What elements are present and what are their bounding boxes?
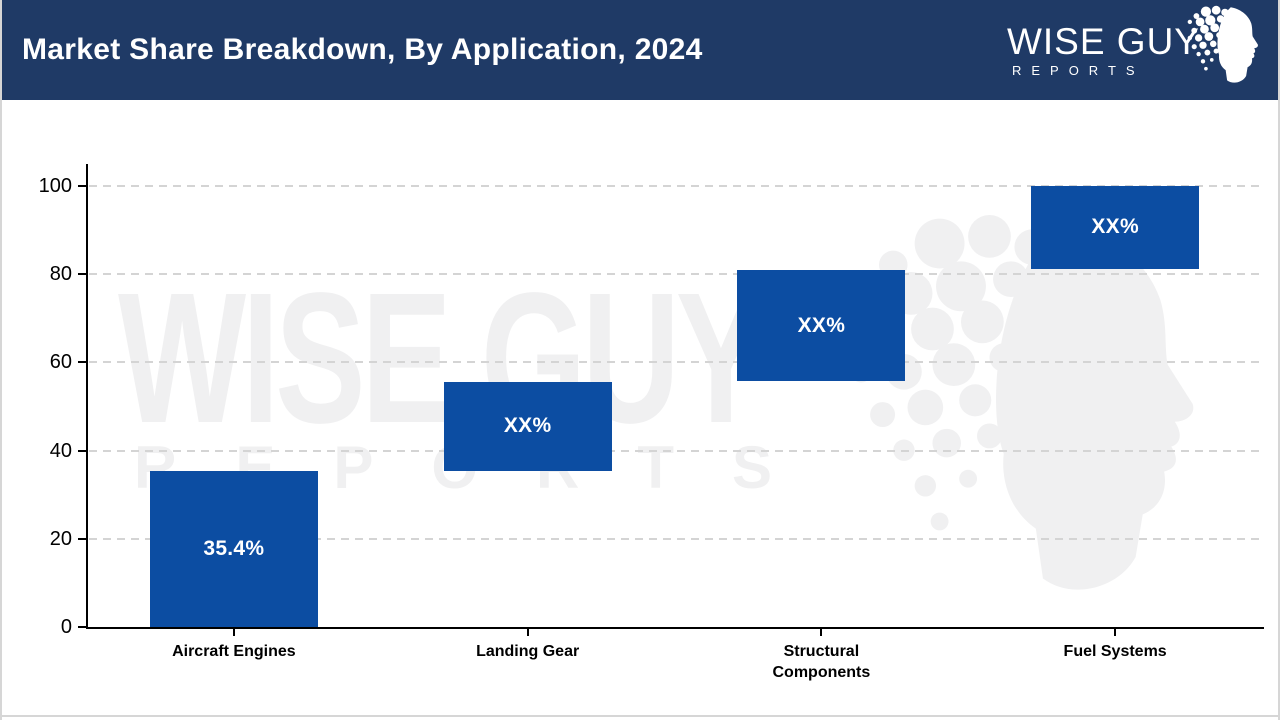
y-tick-mark [78, 537, 87, 540]
y-tick-label: 100 [38, 175, 72, 197]
y-tick-mark [78, 626, 87, 628]
y-tick-label: 0 [60, 616, 72, 638]
bar-landing-gear: XX% [443, 381, 612, 471]
bar-value-label: 35.4% [203, 536, 265, 560]
x-category-label: Fuel Systems [1063, 643, 1167, 660]
logo-wordmark: WISE GUY REPORTS [1007, 23, 1200, 78]
logo-word: WISE GUY [1006, 20, 1200, 62]
bar-value-label: XX% [503, 414, 552, 438]
watermark-text: WISE GUY [118, 255, 766, 462]
bar-value-label: XX% [1091, 215, 1139, 239]
x-category-label: Structural Components [772, 643, 871, 681]
page-bottom-border [2, 715, 1278, 717]
y-tick-label: 40 [49, 439, 72, 462]
bar-structural-components: XX% [737, 269, 906, 382]
x-tick-mark [526, 627, 529, 636]
x-tick-mark [820, 627, 823, 636]
y-gridline [89, 361, 1262, 364]
y-tick-mark [78, 449, 87, 452]
logo-subtext: REPORTS [1011, 62, 1145, 78]
x-tick-mark [232, 627, 235, 636]
logo-head-icon [1184, 5, 1260, 92]
y-tick-label: 60 [49, 351, 72, 374]
x-axis-line [86, 627, 1264, 629]
y-gridline [89, 537, 1262, 540]
x-category-label: Landing Gear [476, 643, 580, 660]
y-gridline [89, 273, 1262, 276]
bar-fuel-systems: XX% [1031, 186, 1200, 269]
y-tick-mark [78, 273, 87, 276]
y-gridline [89, 449, 1262, 452]
header: Market Share Breakdown, By Application, … [2, 0, 1278, 100]
y-axis-line [86, 164, 88, 629]
bar-value-label: XX% [797, 313, 846, 337]
bar-aircraft-engines: 35.4% [149, 470, 318, 627]
y-tick-mark [78, 185, 87, 187]
x-category-label: Aircraft Engines [172, 643, 296, 660]
chart-title: Market Share Breakdown, By Application, … [22, 33, 703, 66]
wise-guy-reports-logo: WISE GUY REPORTS [1007, 5, 1260, 92]
y-gridline [89, 185, 1262, 187]
y-tick-mark [78, 361, 87, 364]
y-tick-label: 80 [49, 263, 72, 286]
y-tick-label: 20 [49, 527, 72, 550]
x-tick-mark [1114, 627, 1117, 636]
